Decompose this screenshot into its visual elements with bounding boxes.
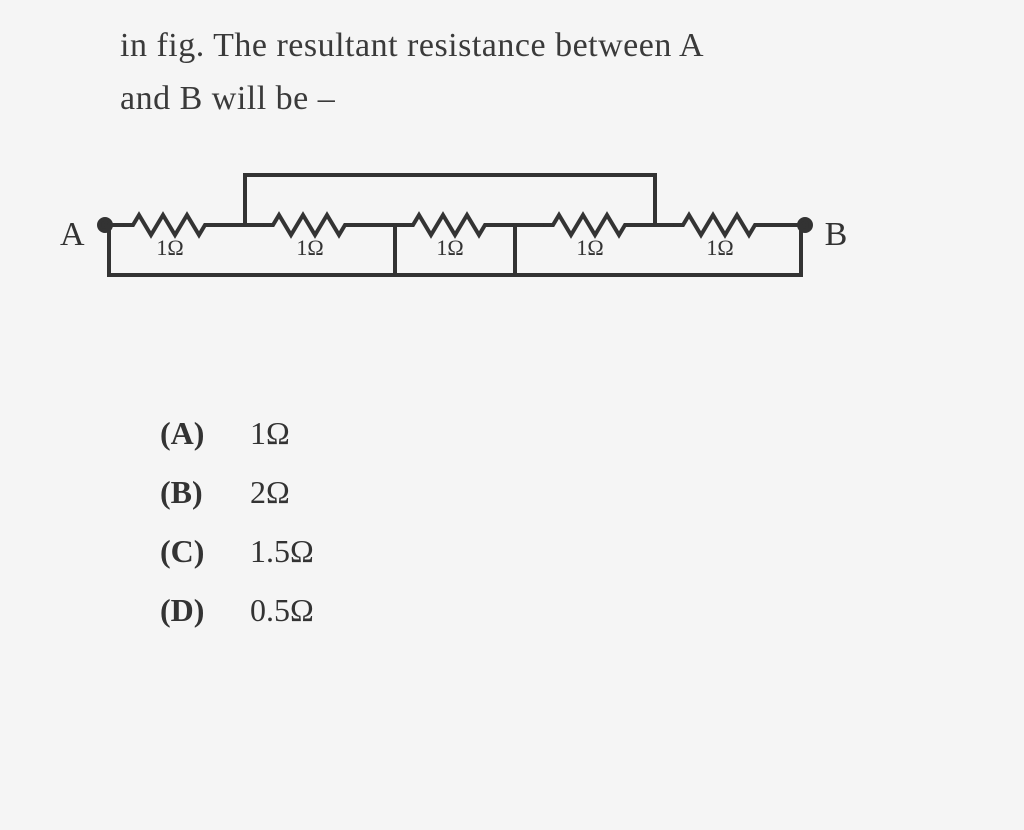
options-list: (A) 1Ω (B) 2Ω (C) 1.5Ω (D) 0.5Ω — [160, 415, 964, 629]
option-c-value: 1.5Ω — [250, 533, 314, 570]
option-a-value: 1Ω — [250, 415, 290, 452]
r3-label: 1Ω — [436, 235, 463, 260]
option-c[interactable]: (C) 1.5Ω — [160, 533, 964, 570]
option-b-value: 2Ω — [250, 474, 290, 511]
circuit-svg: 1Ω 1Ω 1Ω 1Ω 1Ω — [95, 155, 815, 315]
option-d[interactable]: (D) 0.5Ω — [160, 592, 964, 629]
r2-label: 1Ω — [296, 235, 323, 260]
option-b-letter: (B) — [160, 474, 220, 511]
terminal-b-label: B — [825, 216, 848, 254]
option-a-letter: (A) — [160, 415, 220, 452]
r5-label: 1Ω — [706, 235, 733, 260]
r4-label: 1Ω — [576, 235, 603, 260]
option-d-value: 0.5Ω — [250, 592, 314, 629]
question-line-1: in fig. The resultant resistance between… — [120, 27, 704, 64]
option-d-letter: (D) — [160, 592, 220, 629]
option-a[interactable]: (A) 1Ω — [160, 415, 964, 452]
circuit-diagram: A — [60, 155, 964, 315]
option-b[interactable]: (B) 2Ω — [160, 474, 964, 511]
r1-label: 1Ω — [156, 235, 183, 260]
terminal-a-label: A — [60, 216, 85, 254]
question-text: in fig. The resultant resistance between… — [120, 20, 964, 125]
question-line-2: and B will be – — [120, 80, 335, 117]
page-container: in fig. The resultant resistance between… — [0, 0, 1024, 671]
option-c-letter: (C) — [160, 533, 220, 570]
